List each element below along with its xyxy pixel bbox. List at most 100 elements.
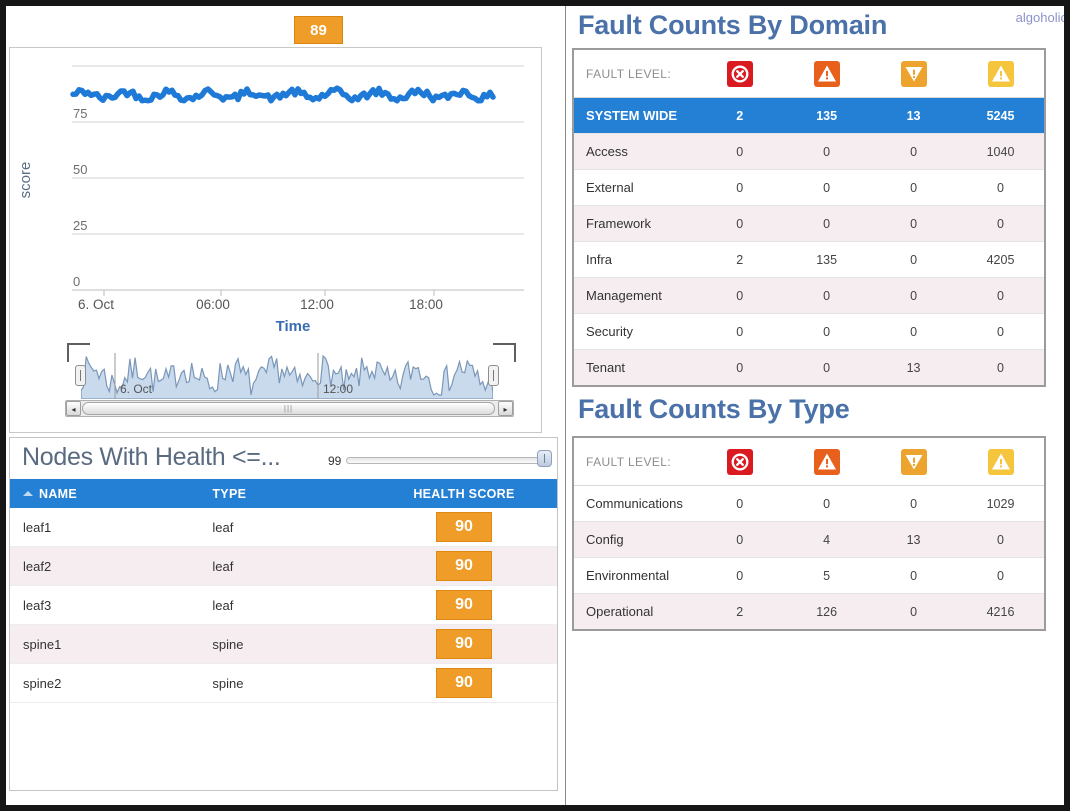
fault-count-value: 0: [910, 180, 918, 195]
scrollbar-thumb[interactable]: |||: [82, 402, 495, 415]
fault-count-value: 0: [736, 360, 744, 375]
fault-count-value: 1040: [986, 144, 1015, 159]
node-score-cell: 90: [371, 551, 557, 581]
scroll-right-button[interactable]: ▸: [498, 401, 513, 416]
fault-row-label: Security: [586, 324, 633, 339]
fault-type-title: Fault Counts By Type: [578, 394, 850, 424]
scroll-left-button[interactable]: ◂: [66, 401, 81, 416]
health-score-badge: 90: [436, 629, 492, 659]
fault-count-value: 0: [997, 288, 1004, 303]
node-type: spine: [212, 675, 244, 691]
fault-count-value: 13: [906, 532, 921, 547]
fault-table-row[interactable]: Framework 0 0 0 0: [574, 206, 1044, 242]
fault-count-value: 0: [997, 180, 1004, 195]
fault-row-label: SYSTEM WIDE: [586, 108, 678, 123]
chart-scrollbar[interactable]: ◂ ||| ▸: [65, 400, 514, 417]
fault-row-label: Tenant: [586, 360, 626, 375]
fault-level-header-row: FAULT LEVEL:: [574, 438, 1044, 486]
fault-table-row[interactable]: Security 0 0 0 0: [574, 314, 1044, 350]
fault-count-value: 0: [736, 288, 744, 303]
scrollbar-grip-icon: |||: [283, 404, 294, 413]
fault-level-icon-cell: [783, 448, 870, 475]
fault-count-value: 0: [997, 324, 1004, 339]
health-threshold-slider-handle[interactable]: [537, 450, 552, 467]
fault-table-row[interactable]: Infra 2 135 0 4205: [574, 242, 1044, 278]
nodes-header-name[interactable]: NAME: [10, 487, 212, 501]
node-row[interactable]: spine2 spine 90: [10, 664, 557, 703]
fault-row-label: Config: [586, 532, 624, 547]
fault-table-row[interactable]: Communications 0 0 0 1029: [574, 486, 1044, 522]
fault-table-row[interactable]: External 0 0 0 0: [574, 170, 1044, 206]
node-type: leaf: [212, 519, 234, 535]
fault-level-warning-icon: [987, 448, 1014, 475]
fault-count-value: 2: [736, 108, 744, 123]
node-name: spine2: [23, 675, 62, 691]
node-type: leaf: [212, 597, 234, 613]
fault-count-value: 0: [997, 216, 1004, 231]
fault-count-value: 0: [910, 252, 918, 267]
y-tick-label: 50: [73, 162, 87, 177]
fault-level-header-row: FAULT LEVEL:: [574, 50, 1044, 98]
node-row[interactable]: spine1 spine 90: [10, 625, 557, 664]
node-score-cell: 90: [371, 512, 557, 542]
node-row[interactable]: leaf2 leaf 90: [10, 547, 557, 586]
column-divider: [565, 6, 566, 805]
node-type: spine: [212, 636, 244, 652]
fault-count-value: 135: [816, 252, 838, 267]
nodes-health-panel: Nodes With Health <=... 99 NAME TYPE HEALT…: [9, 437, 558, 791]
fault-level-minor-icon: [900, 60, 927, 87]
node-score-cell: 90: [371, 629, 557, 659]
fault-count-value: 0: [736, 496, 744, 511]
health-threshold-value: 99: [328, 454, 342, 468]
fault-level-icon-cell: [870, 60, 957, 87]
fault-table-row[interactable]: SYSTEM WIDE 2 135 13 5245: [574, 98, 1044, 134]
x-tick-label: 6. Oct: [78, 297, 114, 312]
fault-level-major-icon: [813, 448, 840, 475]
y-tick-label: 0: [73, 274, 80, 289]
x-tick-label: 06:00: [196, 297, 230, 312]
fault-table-row[interactable]: Config 0 4 13 0: [574, 522, 1044, 558]
fault-count-value: 5: [823, 568, 831, 583]
nodes-header-type[interactable]: TYPE: [212, 486, 247, 501]
navigator-handle-right[interactable]: [488, 365, 499, 386]
navigator-handle-left[interactable]: [75, 365, 86, 386]
node-name: spine1: [23, 636, 62, 652]
fault-count-value: 126: [816, 604, 838, 619]
fault-table-row[interactable]: Access 0 0 0 1040: [574, 134, 1044, 170]
fault-count-value: 135: [816, 108, 838, 123]
fault-count-value: 0: [910, 604, 918, 619]
fault-count-value: 0: [823, 216, 831, 231]
fault-level-icon-cell: [696, 60, 783, 87]
fault-count-value: 0: [736, 568, 744, 583]
node-type: leaf: [212, 558, 234, 574]
fault-count-value: 0: [736, 532, 744, 547]
fault-domain-title: Fault Counts By Domain: [578, 10, 888, 40]
fault-count-value: 0: [997, 532, 1004, 547]
fault-level-major-icon: [813, 60, 840, 87]
score-line-chart: 75 50 25 0 score 6. Oct 06:00 12:00 18:00 Time: [17, 65, 524, 335]
fault-table-row[interactable]: Operational 2 126 0 4216: [574, 594, 1044, 629]
nodes-table: NAME TYPE HEALTH SCORE leaf1 leaf 90 leaf2 leaf…: [10, 479, 557, 703]
navigator-area-chart: 6. Oct 12:00: [81, 353, 493, 399]
node-name: leaf1: [23, 519, 52, 535]
fault-row-label: Infra: [586, 252, 613, 267]
nodes-header-health-score[interactable]: HEALTH SCORE: [413, 486, 515, 501]
fault-count-value: 5245: [986, 108, 1015, 123]
axis-title-time: Time: [276, 318, 311, 335]
chart-navigator[interactable]: 6. Oct 12:00: [75, 353, 499, 399]
fault-table-row[interactable]: Tenant 0 0 13 0: [574, 350, 1044, 385]
fault-row-label: Access: [586, 144, 628, 159]
fault-table-row[interactable]: Environmental 0 5 0 0: [574, 558, 1044, 594]
fault-table-row[interactable]: Management 0 0 0 0: [574, 278, 1044, 314]
node-row[interactable]: leaf1 leaf 90: [10, 508, 557, 547]
navigator-bracket-left-icon: [67, 343, 90, 362]
nodes-panel-title: Nodes With Health <=...: [22, 443, 281, 471]
axis-title-score: score: [17, 162, 34, 199]
health-score-badge: 90: [436, 512, 492, 542]
y-tick-label: 25: [73, 218, 87, 233]
fault-count-value: 0: [997, 360, 1004, 375]
node-row[interactable]: leaf3 leaf 90: [10, 586, 557, 625]
health-threshold-slider[interactable]: [346, 457, 552, 464]
node-score-cell: 90: [371, 668, 557, 698]
fault-level-icon-cell: [957, 60, 1044, 87]
